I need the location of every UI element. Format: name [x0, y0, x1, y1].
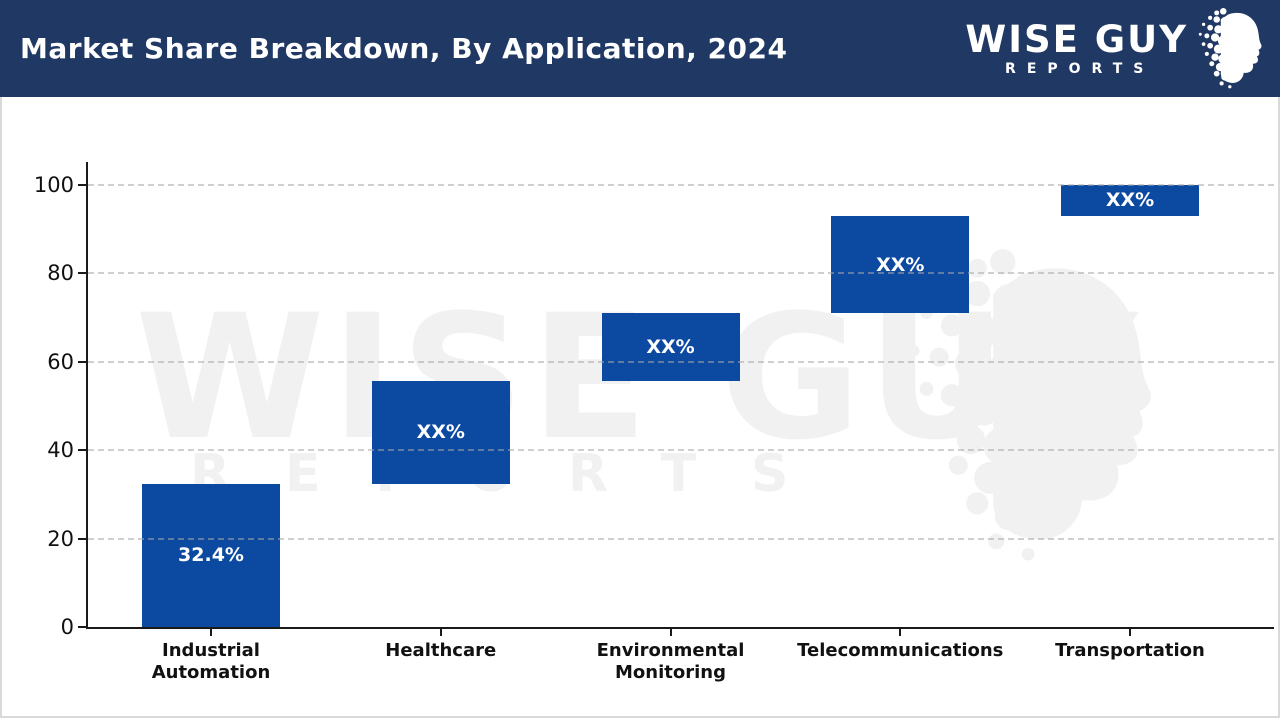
x-axis-tick-mark [210, 628, 212, 636]
header-bar: Market Share Breakdown, By Application, … [0, 0, 1280, 97]
y-axis-tick-mark [78, 537, 87, 540]
waterfall-bar-segment: XX% [1061, 185, 1199, 216]
brand-logo: WISE GUY REPORTS [965, 8, 1280, 90]
bar-value-label: XX% [1105, 189, 1155, 212]
gridline [88, 360, 1274, 363]
y-axis-tick-label: 60 [47, 349, 74, 374]
y-axis-tick-label: 20 [47, 526, 74, 551]
y-axis-tick-mark [78, 272, 87, 275]
waterfall-bar-segment: XX% [371, 380, 510, 484]
y-axis-tick-mark [78, 626, 87, 628]
brand-face-icon [1192, 8, 1266, 90]
gridline [88, 537, 1274, 540]
x-axis-tick-mark [1129, 628, 1131, 636]
x-axis-category-label: Telecommunications [797, 640, 1004, 661]
y-axis-line [86, 162, 88, 629]
x-axis-category-label: Environmental Monitoring [596, 640, 745, 683]
bar-value-label: 32.4% [178, 544, 244, 567]
brand-name: WISE GUY [965, 17, 1188, 61]
gridline [88, 449, 1274, 452]
y-axis-tick-mark [78, 360, 87, 363]
y-axis-tick-mark [78, 449, 87, 452]
y-axis-tick-label: 100 [33, 173, 74, 197]
bar-value-label: XX% [646, 335, 695, 358]
y-axis-tick-label: 0 [60, 615, 74, 639]
y-axis-tick-label: 80 [47, 261, 74, 286]
waterfall-bar-segment: XX% [601, 313, 740, 381]
x-axis-tick-mark [439, 628, 442, 636]
gridline [88, 184, 1274, 186]
x-axis-tick-mark [899, 628, 902, 636]
brand-logo-text: WISE GUY REPORTS [965, 21, 1188, 77]
bar-value-label: XX% [876, 253, 925, 276]
bar-value-label: XX% [416, 421, 465, 444]
x-axis-category-label: Industrial Automation [151, 640, 271, 683]
y-axis-tick-label: 40 [47, 438, 74, 463]
page-title: Market Share Breakdown, By Application, … [20, 32, 788, 65]
y-axis-tick-mark [78, 184, 87, 186]
x-axis-category-label: Healthcare [385, 640, 497, 661]
x-axis-tick-mark [669, 628, 672, 636]
brand-subtitle: REPORTS [1005, 60, 1155, 77]
waterfall-bar-segment: 32.4% [142, 483, 280, 627]
waterfall-bar-segment: XX% [831, 215, 970, 314]
x-axis-category-label: Transportation [1055, 640, 1205, 661]
x-axis-line [86, 627, 1274, 629]
gridline [88, 272, 1274, 275]
